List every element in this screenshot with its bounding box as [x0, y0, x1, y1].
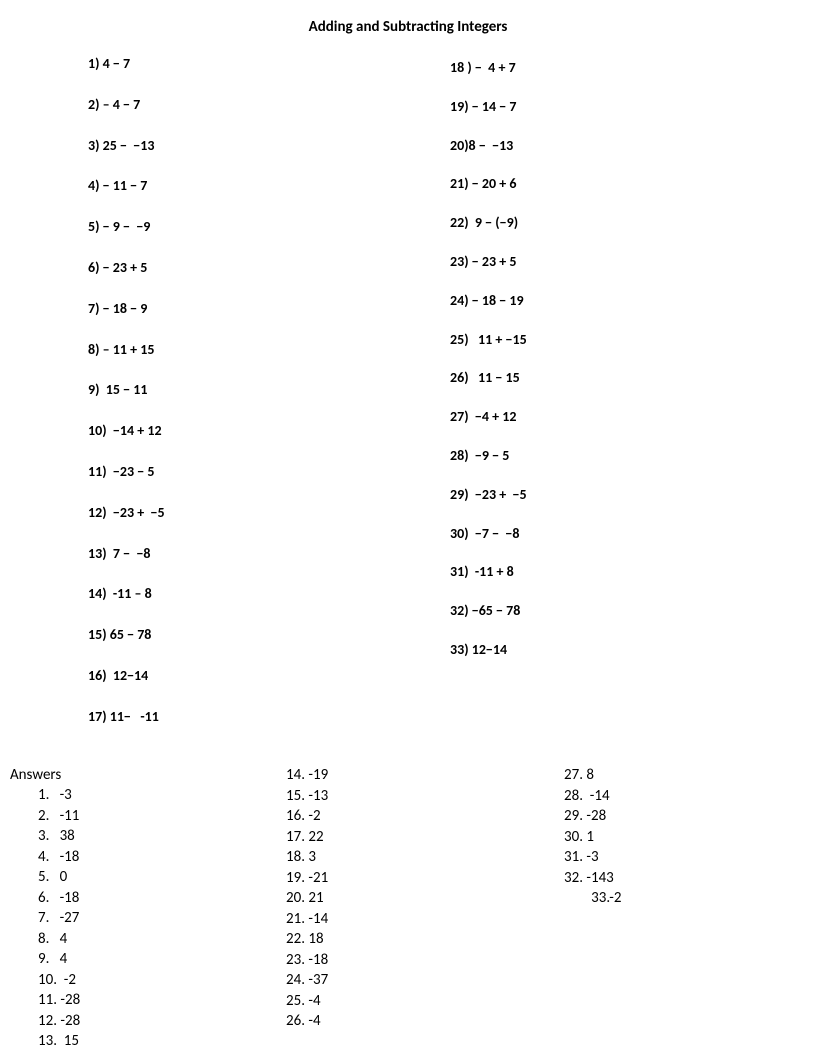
question-item: 32) −65 − 78 — [450, 603, 527, 620]
question-item: 11) −23 − 5 — [88, 464, 165, 481]
answer-item: 30. 1 — [564, 828, 622, 848]
answer-item: 7. -27 — [38, 909, 80, 929]
question-item: 20)8 − −13 — [450, 138, 527, 155]
question-item: 7) − 18 − 9 — [88, 301, 165, 318]
answer-item: 20. 21 — [286, 889, 328, 909]
question-item: 6) − 23 + 5 — [88, 260, 165, 277]
answers-heading: Answers — [10, 766, 61, 784]
answers-column-2: 14. -19 15. -13 16. -2 17. 22 18. 3 19. … — [286, 766, 328, 1033]
question-item: 10) −14 + 12 — [88, 423, 165, 440]
answer-item: 9. 4 — [38, 950, 80, 970]
question-item: 28) −9 − 5 — [450, 448, 527, 465]
answer-item: 6. -18 — [38, 889, 80, 909]
answer-item: 17. 22 — [286, 828, 328, 848]
question-item: 8) – 11 + 15 — [88, 342, 165, 359]
answer-item: 23. -18 — [286, 951, 328, 971]
page-title: Adding and Subtracting Integers — [0, 18, 816, 36]
question-item: 33) 12−14 — [450, 642, 527, 659]
answer-item: 25. -4 — [286, 992, 328, 1012]
answer-item: 13. 15 — [38, 1032, 80, 1052]
answer-item: 1. -3 — [38, 786, 80, 806]
question-item: 22) 9 − (−9) — [450, 215, 527, 232]
question-item: 1) 4 − 7 — [88, 56, 165, 73]
question-item: 13) 7 − −8 — [88, 546, 165, 563]
answer-item: 8. 4 — [38, 930, 80, 950]
question-item: 4) − 11 − 7 — [88, 178, 165, 195]
answer-item: 26. -4 — [286, 1012, 328, 1032]
answer-item: 2. -11 — [38, 807, 80, 827]
answer-item: 5. 0 — [38, 868, 80, 888]
question-item: 30) −7 − −8 — [450, 526, 527, 543]
answer-item: 15. -13 — [286, 787, 328, 807]
answer-item: 3. 38 — [38, 827, 80, 847]
answer-item: 29. -28 — [564, 807, 622, 827]
question-item: 5) − 9 − −9 — [88, 219, 165, 236]
question-item: 12) −23 + −5 — [88, 505, 165, 522]
question-item: 18 ) − 4 + 7 — [450, 60, 527, 77]
question-item: 15) 65 − 78 — [88, 627, 165, 644]
question-item: 23) − 23 + 5 — [450, 254, 527, 271]
questions-left-column: 1) 4 − 7 2) – 4 − 7 3) 25 − −13 4) − 11 … — [88, 56, 165, 750]
question-item: 17) 11− -11 — [88, 709, 165, 726]
question-item: 25) 11 + −15 — [450, 332, 527, 349]
question-item: 14) -11 – 8 — [88, 586, 165, 603]
answer-item: 31. -3 — [564, 848, 622, 868]
answer-item: 18. 3 — [286, 848, 328, 868]
answer-item: 16. -2 — [286, 807, 328, 827]
questions-right-column: 18 ) − 4 + 7 19) − 14 − 7 20)8 − −13 21)… — [450, 60, 527, 681]
question-item: 29) −23 + −5 — [450, 487, 527, 504]
answer-item: 19. -21 — [286, 869, 328, 889]
question-item: 3) 25 − −13 — [88, 138, 165, 155]
answer-item: 21. -14 — [286, 910, 328, 930]
answer-item: 27. 8 — [564, 766, 622, 786]
answer-item: 28. -14 — [564, 787, 622, 807]
answer-item: 4. -18 — [38, 848, 80, 868]
question-item: 2) – 4 − 7 — [88, 97, 165, 114]
answer-item: 11. -28 — [38, 991, 80, 1011]
question-item: 9) 15 − 11 — [88, 382, 165, 399]
answer-item: 14. -19 — [286, 766, 328, 786]
question-item: 26) 11 − 15 — [450, 370, 527, 387]
answers-column-1: 1. -3 2. -11 3. 38 4. -18 5. 0 6. -18 7.… — [38, 786, 80, 1053]
answer-item: 12. -28 — [38, 1012, 80, 1032]
question-item: 16) 12−14 — [88, 668, 165, 685]
question-item: 19) − 14 − 7 — [450, 99, 527, 116]
question-item: 24) − 18 − 19 — [450, 293, 527, 310]
answer-item: 32. -143 — [564, 869, 622, 889]
question-item: 31) -11 + 8 — [450, 564, 527, 581]
answer-item: 10. -2 — [38, 971, 80, 991]
answer-item: 24. -37 — [286, 971, 328, 991]
question-item: 27) −4 + 12 — [450, 409, 527, 426]
answer-item: 22. 18 — [286, 930, 328, 950]
answer-item: 33.-2 — [564, 889, 622, 909]
question-item: 21) − 20 + 6 — [450, 176, 527, 193]
answers-column-3: 27. 8 28. -14 29. -28 30. 1 31. -3 32. -… — [564, 766, 622, 910]
